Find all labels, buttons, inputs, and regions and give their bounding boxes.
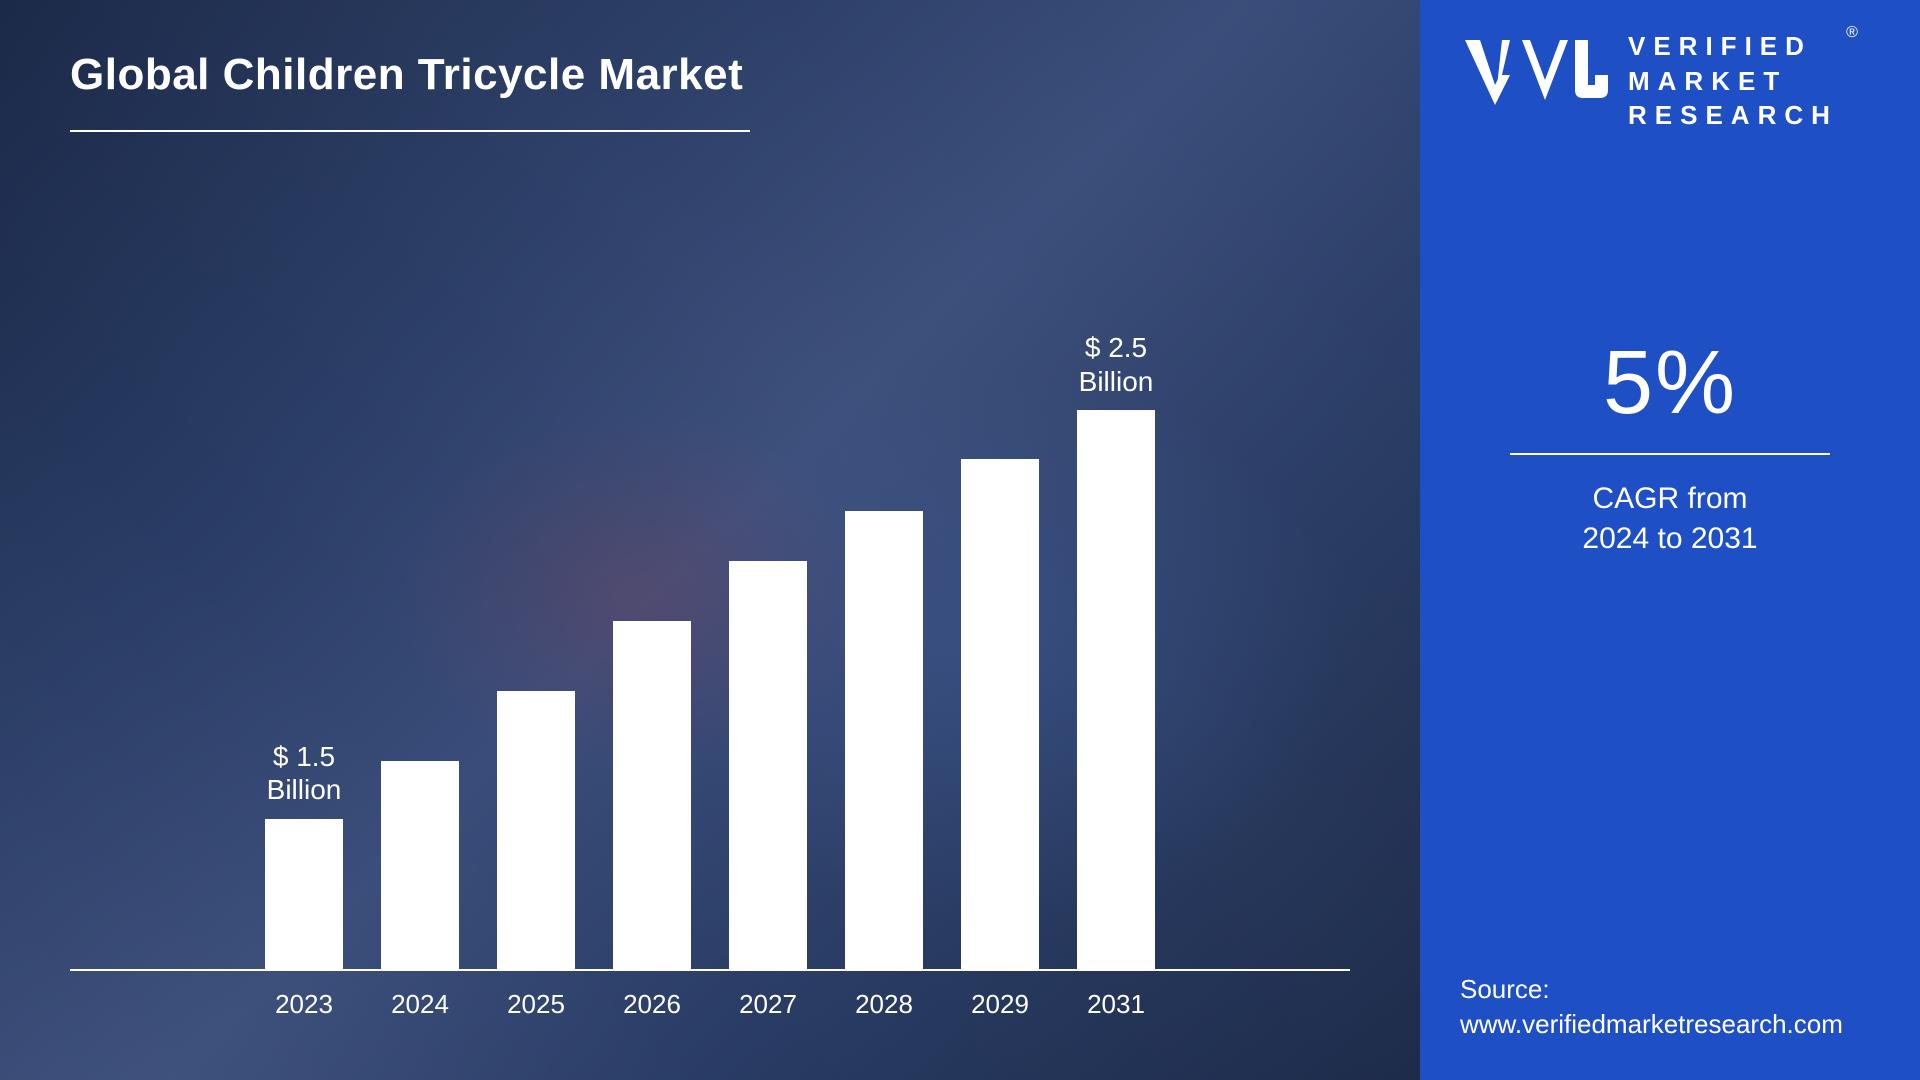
bar-wrapper	[961, 331, 1039, 969]
source-label: Source:	[1460, 974, 1880, 1005]
bar-wrapper: $ 1.5Billion	[265, 331, 343, 969]
x-axis-label: 2029	[961, 989, 1039, 1020]
bar-value-label: $ 2.5Billion	[1079, 331, 1154, 398]
cagr-caption-line-2: 2024 to 2031	[1582, 519, 1757, 560]
bar-wrapper	[729, 331, 807, 969]
logo-area: VERIFIED MARKET RESEARCH ®	[1460, 30, 1880, 132]
logo-line-1: VERIFIED	[1628, 30, 1838, 63]
x-axis-label: 2027	[729, 989, 807, 1020]
bar-wrapper: $ 2.5Billion	[1077, 331, 1155, 969]
bar-wrapper	[845, 331, 923, 969]
x-axis-label: 2024	[381, 989, 459, 1020]
bar	[729, 561, 807, 969]
bar	[845, 511, 923, 969]
vmr-logo-icon	[1460, 30, 1610, 125]
bar-value-label: $ 1.5Billion	[267, 740, 342, 807]
bar-wrapper	[381, 331, 459, 969]
cagr-caption-line-1: CAGR from	[1582, 479, 1757, 520]
cagr-underline	[1510, 453, 1830, 455]
bar	[265, 819, 343, 969]
bar	[381, 761, 459, 969]
bar	[613, 621, 691, 969]
x-axis-labels: 2023 2024 2025 2026 2027 2028 2029 2031	[70, 971, 1350, 1020]
cagr-block: 5% CAGR from 2024 to 2031	[1460, 332, 1880, 560]
bar	[497, 691, 575, 969]
sidebar-panel: VERIFIED MARKET RESEARCH ® 5% CAGR from …	[1420, 0, 1920, 1080]
x-axis-label: 2031	[1077, 989, 1155, 1020]
source-url: www.verifiedmarketresearch.com	[1460, 1009, 1880, 1040]
cagr-value: 5%	[1603, 332, 1737, 435]
bar	[961, 459, 1039, 969]
bar-wrapper	[497, 331, 575, 969]
cagr-caption: CAGR from 2024 to 2031	[1582, 479, 1757, 560]
chart-panel: Global Children Tricycle Market $ 1.5Bil…	[0, 0, 1420, 1080]
infographic-container: Global Children Tricycle Market $ 1.5Bil…	[0, 0, 1920, 1080]
chart-area: $ 1.5Billion$ 2.5Billion 202320242025202…	[70, 192, 1350, 1020]
x-axis-label: 2023	[265, 989, 343, 1020]
title-underline	[70, 130, 750, 132]
x-axis-label: 2025	[497, 989, 575, 1020]
logo-line-2: MARKET	[1628, 65, 1838, 98]
logo-line-3: RESEARCH	[1628, 99, 1838, 132]
chart-title: Global Children Tricycle Market	[70, 50, 1350, 100]
x-axis-label: 2028	[845, 989, 923, 1020]
bar	[1077, 410, 1155, 969]
bars-container: $ 1.5Billion $ 2.5Billion	[70, 331, 1350, 971]
bar-wrapper	[613, 331, 691, 969]
x-axis-label: 2026	[613, 989, 691, 1020]
source-block: Source: www.verifiedmarketresearch.com	[1460, 974, 1880, 1040]
logo-text: VERIFIED MARKET RESEARCH ®	[1628, 30, 1838, 132]
registered-mark: ®	[1846, 24, 1858, 42]
